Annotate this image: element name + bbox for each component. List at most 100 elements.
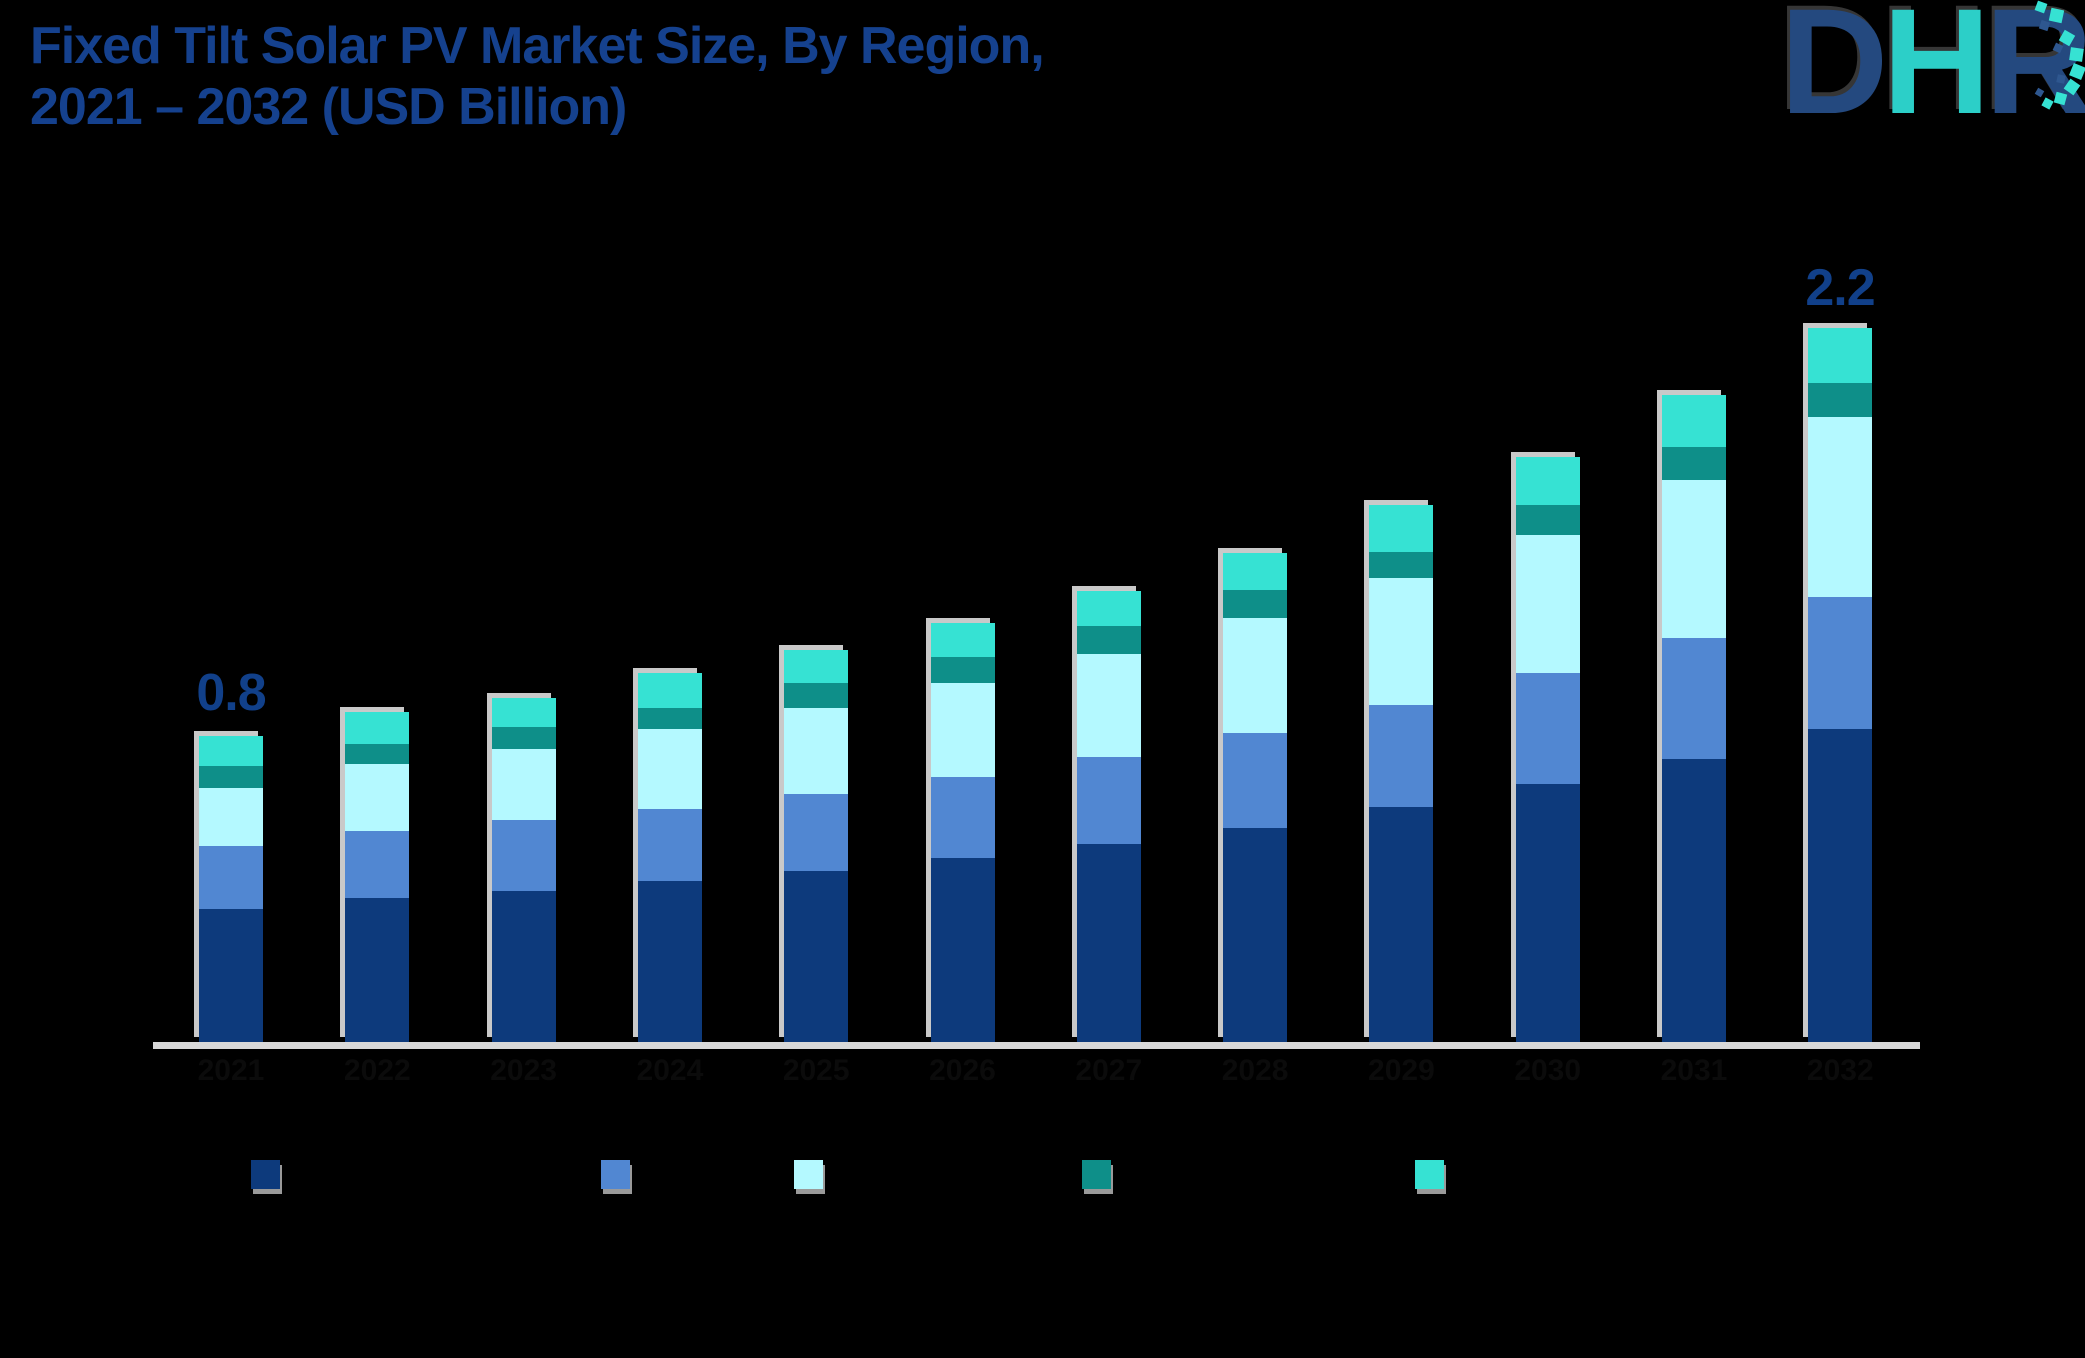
- bar-segment-region-4-dark-teal: [784, 683, 849, 708]
- legend-swatch-region-1-dark-navy: [251, 1160, 280, 1189]
- bar-segment-region-3-pale-cyan: [1076, 654, 1141, 757]
- x-axis-label-2029: 2029: [1368, 1054, 1435, 1087]
- x-axis-label-2027: 2027: [1075, 1054, 1143, 1087]
- bar-segment-region-1-dark-navy: [1076, 844, 1141, 1042]
- bar-segment-region-1-dark-navy: [491, 891, 556, 1042]
- bar-2026: [930, 623, 995, 1042]
- bar-2025: [784, 650, 849, 1042]
- bar-segment-region-2-cornflower: [637, 809, 702, 881]
- bar-segment-region-4-dark-teal: [1808, 383, 1873, 417]
- bar-segment-region-5-turquoise: [1515, 457, 1580, 505]
- bar-2023: [491, 698, 556, 1042]
- bar-segment-region-5-turquoise: [1223, 553, 1288, 590]
- bar-segment-region-1-dark-navy: [1369, 807, 1434, 1042]
- bar-segment-region-1-dark-navy: [1808, 729, 1873, 1042]
- bar-segment-region-3-pale-cyan: [199, 788, 263, 846]
- x-axis-label-2031: 2031: [1660, 1054, 1728, 1087]
- x-axis-label-2026: 2026: [929, 1054, 996, 1087]
- x-axis-label-2023: 2023: [490, 1054, 557, 1087]
- bar-segment-region-3-pale-cyan: [491, 749, 556, 820]
- bar-2027: [1076, 591, 1141, 1042]
- bar-segment-region-1-dark-navy: [199, 909, 263, 1042]
- bar-segment-region-3-pale-cyan: [637, 729, 702, 809]
- logo-letter-r: R: [1984, 0, 2085, 145]
- legend-swatch-region-4-dark-teal: [1082, 1160, 1111, 1189]
- dhr-logo: DHR: [1780, 0, 2085, 136]
- bar-segment-region-2-cornflower: [784, 794, 849, 871]
- bar-segment-region-4-dark-teal: [345, 744, 410, 764]
- bar-segment-region-3-pale-cyan: [1662, 480, 1726, 638]
- legend-swatch-region-2-cornflower: [601, 1160, 630, 1189]
- bar-segment-region-2-cornflower: [1076, 757, 1141, 844]
- bar-segment-region-3-pale-cyan: [1515, 535, 1580, 673]
- bar-segment-region-3-pale-cyan: [1223, 618, 1288, 733]
- bar-segment-region-1-dark-navy: [784, 871, 849, 1042]
- bar-segment-region-1-dark-navy: [1662, 759, 1726, 1042]
- bar-segment-region-5-turquoise: [1662, 395, 1726, 447]
- bar-segment-region-4-dark-teal: [491, 727, 556, 749]
- x-axis-label-2021: 2021: [197, 1054, 265, 1087]
- bar-segment-region-4-dark-teal: [930, 657, 995, 683]
- bar-2030: [1515, 457, 1580, 1042]
- bar-segment-region-3-pale-cyan: [1808, 417, 1873, 597]
- legend-swatch-region-3-pale-cyan: [794, 1160, 823, 1189]
- chart-title-line-2: 2021 – 2032 (USD Billion): [30, 78, 627, 137]
- chart-title-line-1: Fixed Tilt Solar PV Market Size, By Regi…: [30, 17, 1045, 75]
- bar-segment-region-4-dark-teal: [1076, 626, 1141, 654]
- bar-segment-region-3-pale-cyan: [930, 683, 995, 777]
- bar-segment-region-1-dark-navy: [345, 898, 410, 1042]
- bar-segment-region-5-turquoise: [345, 712, 410, 744]
- bar-segment-region-1-dark-navy: [1223, 828, 1288, 1042]
- logo-letter-h: H: [1882, 0, 1990, 145]
- bar-segment-region-2-cornflower: [199, 846, 263, 909]
- bar-segment-region-3-pale-cyan: [345, 764, 410, 831]
- x-axis-label-2024: 2024: [636, 1054, 704, 1087]
- bar-segment-region-5-turquoise: [784, 650, 849, 683]
- chart-title: Fixed Tilt Solar PV Market Size, By Regi…: [30, 16, 1230, 139]
- bar-2022: [345, 712, 410, 1042]
- bar-2029: [1369, 505, 1434, 1042]
- data-label-2021: 0.8: [196, 664, 266, 722]
- bar-segment-region-4-dark-teal: [1223, 590, 1288, 618]
- bar-2024: [637, 673, 702, 1042]
- bar-segment-region-2-cornflower: [1808, 597, 1873, 729]
- bar-2032: [1808, 328, 1873, 1042]
- bar-segment-region-5-turquoise: [199, 736, 263, 766]
- x-axis-label-2032: 2032: [1806, 1054, 1874, 1087]
- legend-swatch-region-5-turquoise: [1415, 1160, 1444, 1189]
- bar-2021: [199, 736, 263, 1042]
- bar-segment-region-5-turquoise: [1076, 591, 1141, 626]
- x-axis-line: [153, 1042, 1920, 1049]
- bar-segment-region-4-dark-teal: [1662, 447, 1726, 480]
- bar-segment-region-2-cornflower: [491, 820, 556, 891]
- bar-segment-region-4-dark-teal: [637, 708, 702, 729]
- bar-segment-region-2-cornflower: [1369, 705, 1434, 807]
- bar-segment-region-3-pale-cyan: [1369, 578, 1434, 705]
- bar-2028: [1223, 553, 1288, 1042]
- bar-segment-region-2-cornflower: [345, 831, 410, 898]
- x-axis-label-2022: 2022: [343, 1054, 411, 1087]
- bar-segment-region-1-dark-navy: [930, 858, 995, 1042]
- x-axis-label-2028: 2028: [1221, 1054, 1289, 1087]
- bar-segment-region-2-cornflower: [930, 777, 995, 858]
- bar-segment-region-4-dark-teal: [1369, 552, 1434, 578]
- bar-segment-region-5-turquoise: [491, 698, 556, 727]
- bar-segment-region-5-turquoise: [1808, 328, 1873, 383]
- bar-segment-region-5-turquoise: [637, 673, 702, 708]
- bar-segment-region-2-cornflower: [1515, 673, 1580, 784]
- bar-segment-region-3-pale-cyan: [784, 708, 849, 794]
- logo-letter-d: D: [1780, 0, 1888, 145]
- data-label-2032: 2.2: [1805, 259, 1875, 317]
- bar-segment-region-4-dark-teal: [199, 766, 263, 788]
- bar-segment-region-4-dark-teal: [1515, 505, 1580, 535]
- bar-segment-region-5-turquoise: [1369, 505, 1434, 552]
- x-axis-label-2030: 2030: [1514, 1054, 1582, 1087]
- x-axis-label-2025: 2025: [782, 1054, 850, 1087]
- bar-segment-region-2-cornflower: [1223, 733, 1288, 828]
- bar-2031: [1662, 395, 1726, 1042]
- bar-segment-region-1-dark-navy: [637, 881, 702, 1042]
- bar-segment-region-2-cornflower: [1662, 638, 1726, 759]
- bar-segment-region-1-dark-navy: [1515, 784, 1580, 1042]
- bar-segment-region-5-turquoise: [930, 623, 995, 657]
